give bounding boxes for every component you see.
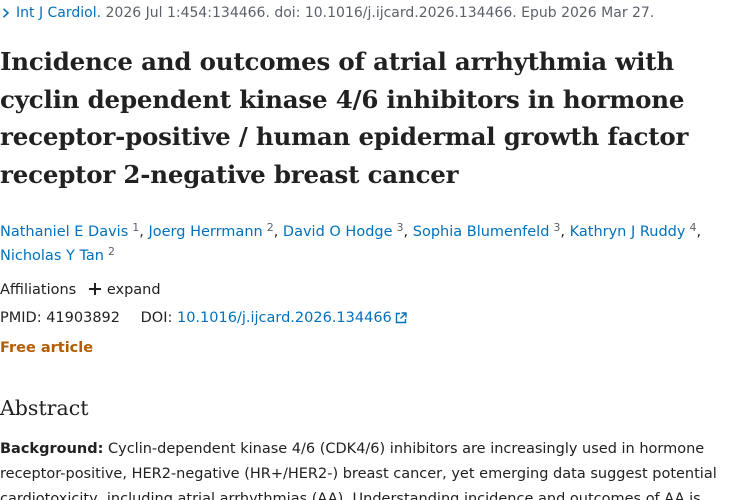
affiliation-number[interactable]: 2 [266,221,274,234]
affiliation-number[interactable]: 2 [108,245,115,258]
expand-label: expand [106,282,161,298]
pmid-value: 41903892 [46,310,121,326]
doi-link[interactable]: 10.1016/j.ijcard.2026.134466 [177,310,407,326]
abstract-text: Background: Cyclin-dependent kinase 4/6 … [0,437,740,500]
doi-label: DOI: [140,310,173,326]
doi-value: 10.1016/j.ijcard.2026.134466 [176,310,392,326]
expand-affiliations-button[interactable]: expand [88,279,161,301]
affiliation-number[interactable]: 3 [396,221,404,234]
affiliation-number[interactable]: 1 [132,221,140,234]
citation-details: 2026 Jul 1:454:134466. doi: 10.1016/j.ij… [101,5,655,21]
author-list: Nathaniel E Davis 1, Joerg Herrmann 2, Dav… [0,216,748,264]
author-line: Nathaniel E Davis 1, Joerg Herrmann 2, Dav… [0,216,748,240]
abstract-line: Background: Cyclin-dependent kinase 4/6 … [0,437,740,462]
external-link-icon [395,309,407,331]
chevron-right-icon[interactable] [0,3,16,23]
author-separator: , [273,224,279,240]
background-label: Background: [0,441,104,457]
author-line: Nicholas Y Tan 2 [0,240,748,264]
abstract-heading: Abstract [0,396,89,420]
affiliation-number[interactable]: 4 [689,221,697,234]
author-link[interactable]: Joerg Herrmann [148,224,263,240]
affiliation-number[interactable]: 3 [553,221,561,234]
affiliations-label: Affiliations [0,282,77,298]
abstract-line: cardiotoxicity, including atrial arrhyth… [0,491,701,500]
journal-link[interactable]: Int J Cardiol. [16,5,102,21]
author-link[interactable]: Nathaniel E Davis [0,224,129,240]
author-link[interactable]: Sophia Blumenfeld [412,224,550,240]
pmid-label: PMID: [0,310,42,326]
identifiers-row: PMID: 41903892 DOI: 10.1016/j.ijcard.202… [0,307,407,329]
abstract-line-text: Cyclin-dependent kinase 4/6 (CDK4/6) inh… [103,441,705,457]
article-title: Incidence and outcomes of atrial arrhyth… [0,47,689,189]
affiliations-row: Affiliations expand [0,279,161,301]
author-link[interactable]: Nicholas Y Tan [0,248,104,264]
author-separator: , [139,224,144,240]
abstract-line: receptor-positive, HER2-negative (HR+/HE… [0,466,717,482]
citation-line: Int J Cardiol. 2026 Jul 1:454:134466. do… [0,3,750,23]
author-link[interactable]: Kathryn J Ruddy [569,224,686,240]
plus-icon [88,283,101,295]
author-link[interactable]: David O Hodge [282,224,393,240]
author-separator: , [696,224,702,240]
author-separator: , [560,224,566,240]
free-article-badge: Free article [0,340,94,356]
author-separator: , [403,224,409,240]
